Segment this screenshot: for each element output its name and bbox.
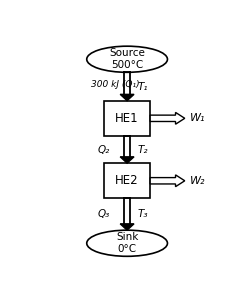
Polygon shape: [150, 175, 185, 187]
Text: Source
500°C: Source 500°C: [109, 48, 145, 70]
Text: T₂: T₂: [138, 145, 148, 155]
Text: T₁: T₁: [138, 81, 148, 91]
Text: Q₂: Q₂: [97, 145, 110, 155]
Polygon shape: [120, 224, 134, 230]
Text: W₁: W₁: [189, 113, 205, 123]
Bar: [104, 163, 150, 198]
Text: Sink
0°C: Sink 0°C: [116, 232, 138, 254]
Text: Q₃: Q₃: [97, 209, 110, 219]
Bar: [104, 101, 150, 136]
Ellipse shape: [87, 46, 167, 72]
Text: HE1: HE1: [115, 112, 139, 125]
Text: 300 kJ (Q₁): 300 kJ (Q₁): [91, 80, 139, 89]
Ellipse shape: [87, 230, 167, 256]
Text: T₃: T₃: [138, 209, 148, 219]
Polygon shape: [150, 112, 185, 124]
Polygon shape: [120, 157, 134, 163]
Text: HE2: HE2: [115, 174, 139, 187]
Text: W₂: W₂: [189, 176, 205, 186]
Polygon shape: [120, 94, 134, 101]
